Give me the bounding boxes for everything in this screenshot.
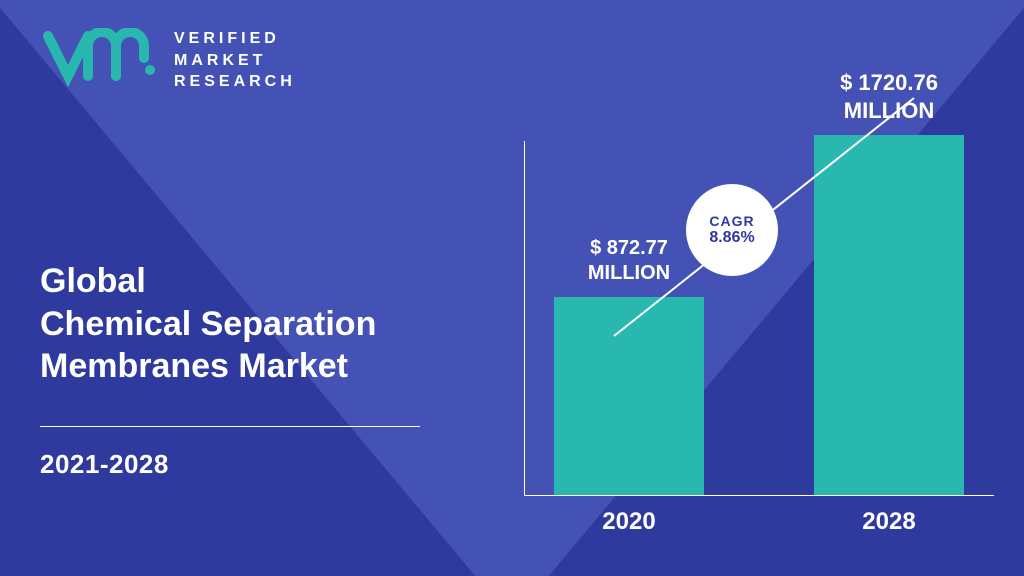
x-category-2020: 2020 — [554, 508, 704, 536]
brand-line1: VERIFIED — [174, 28, 296, 50]
report-title: Global Chemical Separation Membranes Mar… — [40, 260, 470, 388]
forecast-period: 2021-2028 — [40, 449, 470, 480]
title-block: Global Chemical Separation Membranes Mar… — [40, 260, 470, 480]
cagr-value: 8.86% — [709, 229, 754, 247]
vmr-logo-icon — [40, 28, 160, 92]
x-category-2028: 2028 — [814, 508, 964, 536]
cagr-label: CAGR — [709, 213, 754, 229]
brand-text: VERIFIED MARKET RESEARCH — [174, 28, 296, 93]
bar-2020 — [554, 297, 704, 495]
bar-2028 — [814, 135, 964, 495]
brand-line2: MARKET — [174, 50, 296, 72]
bar-chart: $ 872.77MILLION2020$ 1720.76MILLION2028 … — [524, 66, 994, 496]
divider — [40, 426, 420, 427]
brand-logo: VERIFIED MARKET RESEARCH — [40, 28, 296, 93]
y-axis — [524, 141, 525, 496]
cagr-badge: CAGR 8.86% — [686, 184, 778, 276]
title-line2: Chemical Separation — [40, 303, 470, 346]
title-line1: Global — [40, 260, 470, 303]
bar-label-2028: $ 1720.76MILLION — [809, 69, 969, 124]
title-line3: Membranes Market — [40, 345, 470, 388]
bar-label-2020: $ 872.77MILLION — [549, 236, 709, 286]
infographic-stage: VERIFIED MARKET RESEARCH Global Chemical… — [0, 0, 1024, 576]
brand-line3: RESEARCH — [174, 71, 296, 93]
x-axis — [524, 495, 994, 496]
